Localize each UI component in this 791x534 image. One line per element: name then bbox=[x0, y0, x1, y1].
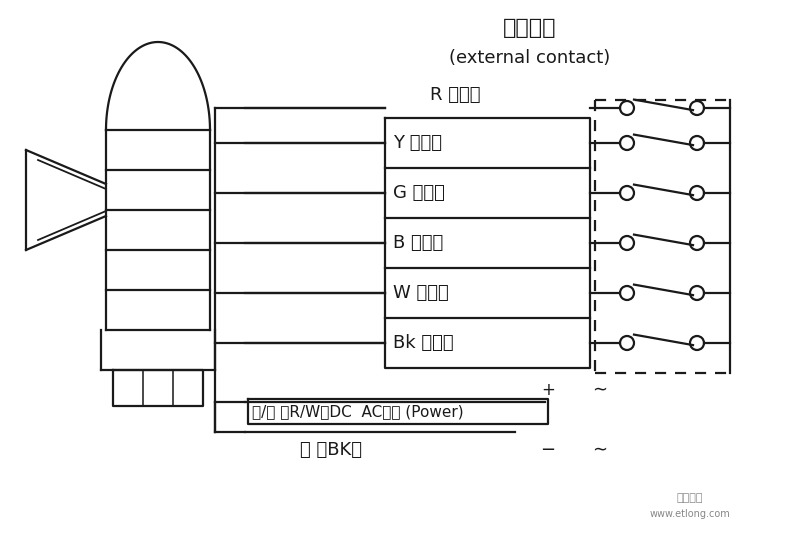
Text: www.etlong.com: www.etlong.com bbox=[649, 509, 730, 519]
Text: 易龙商网: 易龙商网 bbox=[677, 493, 703, 503]
Text: +: + bbox=[541, 381, 555, 399]
Text: (external contact): (external contact) bbox=[449, 49, 611, 67]
Text: Bk （黑）: Bk （黑） bbox=[393, 334, 453, 352]
Text: 红/白 （R/W）DC  AC电源 (Power): 红/白 （R/W）DC AC电源 (Power) bbox=[252, 404, 464, 420]
Text: −: − bbox=[540, 441, 555, 459]
Text: Y （黄）: Y （黄） bbox=[393, 134, 442, 152]
Text: W （白）: W （白） bbox=[393, 284, 448, 302]
Text: ∼: ∼ bbox=[592, 441, 607, 459]
Text: B （蓝）: B （蓝） bbox=[393, 234, 443, 252]
Text: 外部接点: 外部接点 bbox=[503, 18, 557, 38]
Text: ∼: ∼ bbox=[592, 381, 607, 399]
Text: R （红）: R （红） bbox=[430, 86, 480, 104]
Text: 黑 （BK）: 黑 （BK） bbox=[300, 441, 362, 459]
Text: G （绿）: G （绿） bbox=[393, 184, 445, 202]
